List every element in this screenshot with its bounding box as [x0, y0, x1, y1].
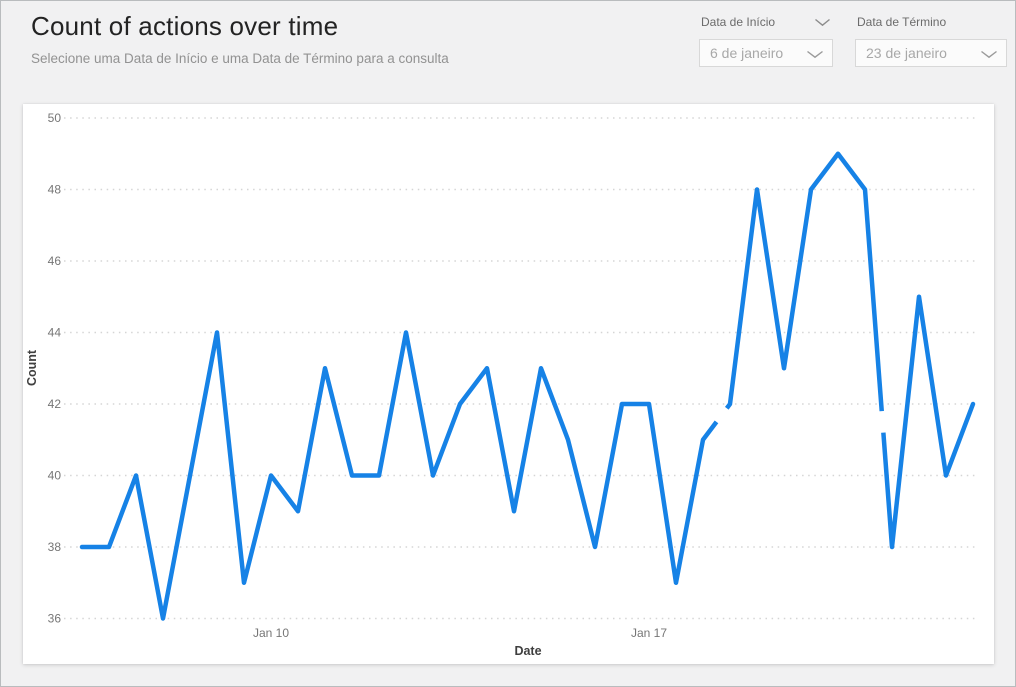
x-axis-title: Date [514, 644, 541, 658]
chevron-down-icon [807, 50, 823, 59]
page-subtitle: Selecione uma Data de Início e uma Data … [31, 51, 449, 66]
chart-card: 36 38 40 42 44 46 48 50 Jan 10 Jan 17 Date Count [23, 104, 994, 664]
line-gap [713, 406, 730, 424]
start-date-value: 6 de janeiro [710, 45, 784, 61]
y-tick-label: 44 [48, 326, 62, 340]
x-tick-label: Jan 10 [253, 626, 289, 640]
start-date-slicer-label: Data de Início [701, 15, 776, 29]
end-date-slicer-label: Data de Término [857, 15, 947, 29]
y-tick-label: 38 [48, 540, 62, 554]
page-title: Count of actions over time [31, 11, 339, 41]
y-tick-label: 46 [48, 254, 62, 268]
chevron-down-icon[interactable] [814, 18, 831, 27]
y-tick-label: 36 [48, 612, 62, 626]
x-tick-label: Jan 17 [631, 626, 667, 640]
line-gap [878, 410, 887, 433]
chevron-down-icon [981, 50, 997, 59]
series-line[interactable] [79, 151, 976, 621]
y-axis-title: Count [25, 349, 39, 386]
end-date-slicer-header: Data de Término [855, 13, 1007, 31]
y-tick-label: 42 [48, 397, 62, 411]
end-date-value: 23 de janeiro [866, 45, 947, 61]
y-tick-label: 48 [48, 183, 62, 197]
y-tick-label: 40 [48, 469, 62, 483]
end-date-slicer: Data de Término 23 de janeiro [855, 13, 1007, 67]
start-date-slicer-header: Data de Início [699, 13, 833, 31]
y-tick-label: 50 [48, 111, 62, 125]
start-date-slicer: Data de Início 6 de janeiro [699, 13, 833, 67]
end-date-dropdown[interactable]: 23 de janeiro [855, 39, 1007, 67]
line-chart[interactable]: 36 38 40 42 44 46 48 50 Jan 10 Jan 17 Date Count [23, 104, 994, 664]
start-date-dropdown[interactable]: 6 de janeiro [699, 39, 833, 67]
